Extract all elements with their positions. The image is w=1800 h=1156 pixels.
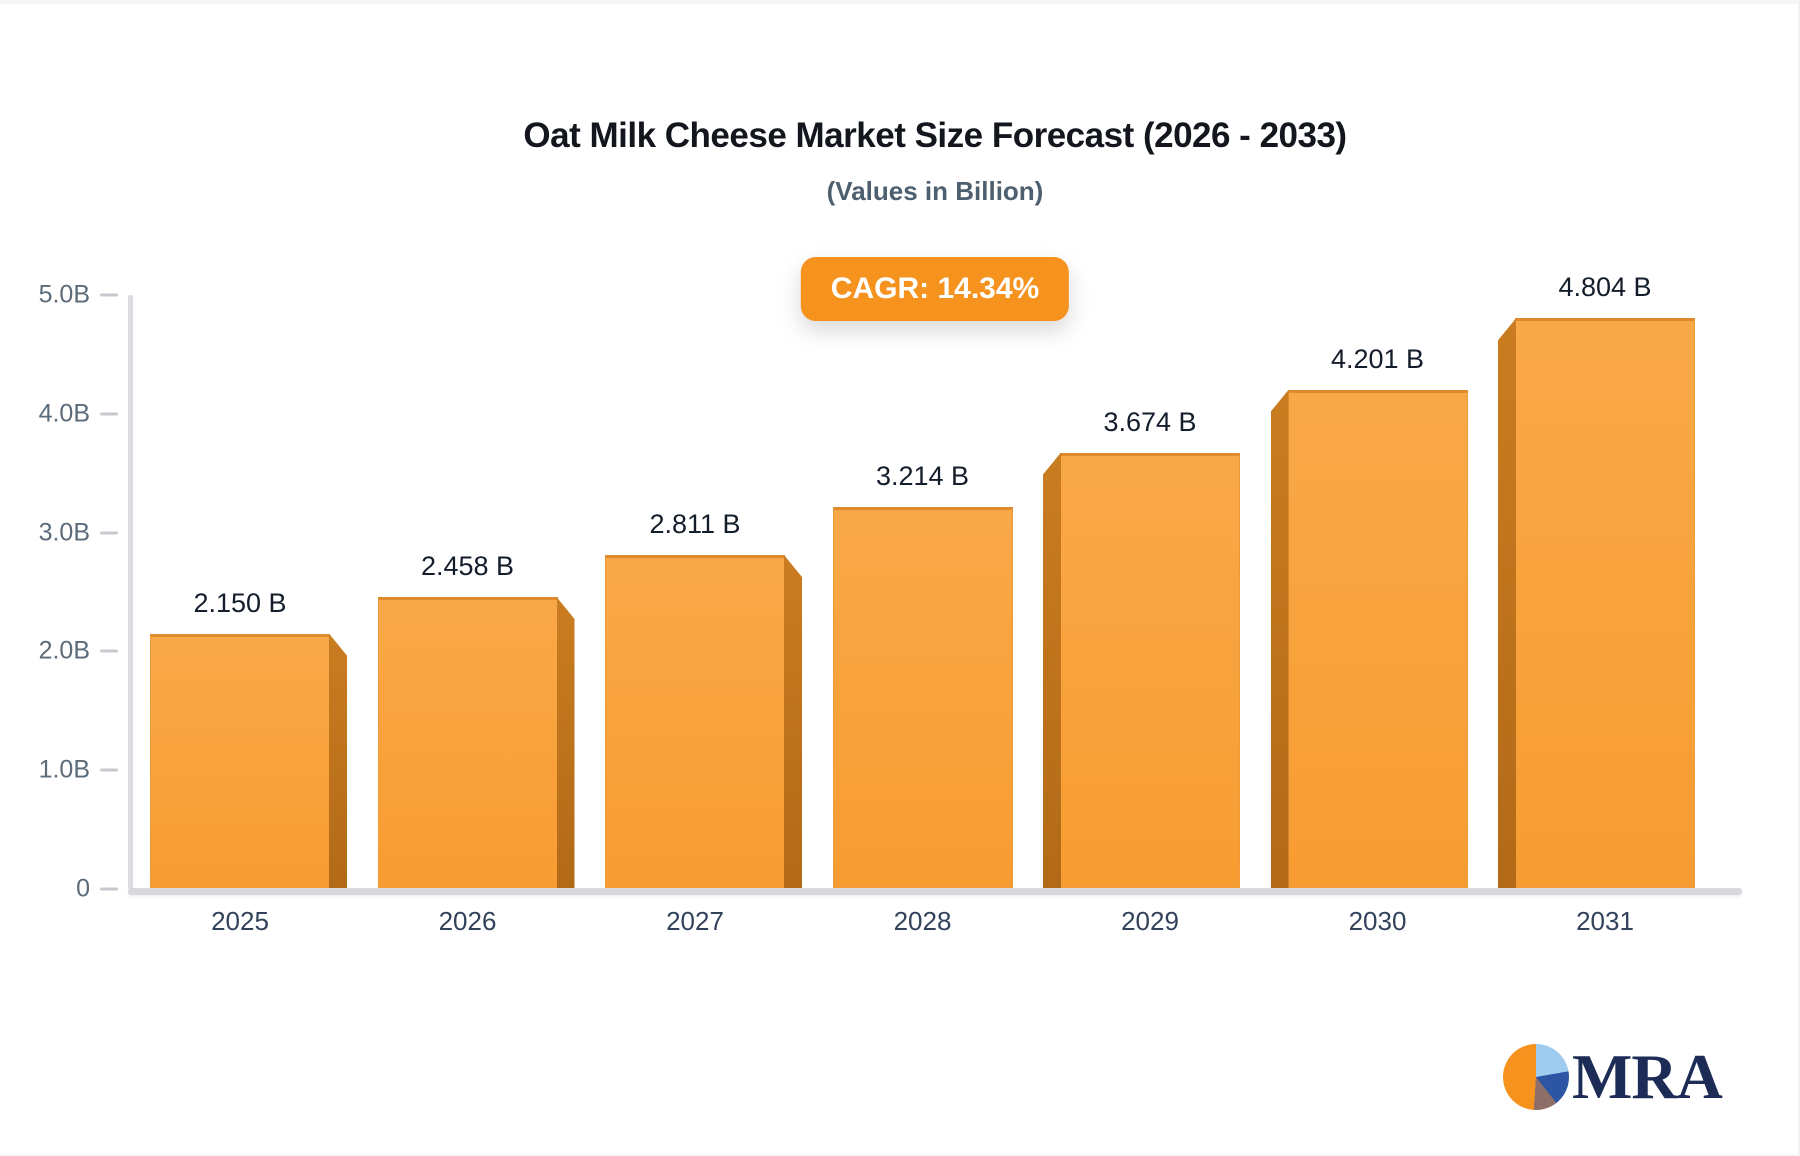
y-tick-label: 3.0B: [38, 518, 90, 547]
bar-2027: [605, 555, 802, 888]
bar-face: [377, 596, 558, 888]
mra-logo: MRA: [1503, 1041, 1723, 1112]
bar-2031: [1498, 318, 1695, 888]
chart-subtitle: (Values in Billion): [826, 176, 1044, 206]
y-tick-dash: [100, 531, 118, 535]
bar-value-label: 2.811 B: [649, 509, 741, 540]
chart-title: Oat Milk Cheese Market Size Forecast (20…: [523, 116, 1347, 155]
bar-side-3d: [329, 633, 347, 888]
bar-value-label: 3.674 B: [1103, 406, 1197, 437]
y-tick-label: 2.0B: [38, 636, 90, 665]
y-tick-label: 4.0B: [38, 399, 90, 428]
x-axis-line: [128, 888, 1742, 895]
x-tick-label: 2027: [666, 906, 724, 936]
bar-value-label: 2.458 B: [420, 550, 515, 581]
bar-2026: [377, 596, 575, 888]
logo-text: MRA: [1572, 1041, 1723, 1112]
bar-face: [1287, 389, 1468, 888]
y-tick-dash: [100, 768, 118, 772]
x-tick-label: 2028: [893, 906, 952, 936]
y-tick-dash: [100, 887, 118, 891]
y-tick-dash: [100, 412, 118, 416]
bar-chart: 5.0B 4.0B 3.0B 2.0B 1.0B 0 2.150 B 2025 2.458 B 2…: [0, 4, 1798, 1154]
bar-side-3d: [784, 555, 802, 888]
y-tick-label: 5.0B: [38, 280, 90, 309]
bar-2030: [1270, 389, 1468, 888]
x-tick-label: 2029: [1121, 906, 1179, 936]
bar-2028: [832, 507, 1013, 888]
y-tick-dash: [100, 293, 118, 297]
y-tick-label: 1.0B: [38, 755, 90, 784]
bar-value-label: 2.150 B: [193, 587, 287, 618]
cagr-badge: CAGR: 14.34%: [800, 257, 1070, 321]
bar-face: [605, 555, 785, 888]
bar-face: [150, 633, 330, 888]
y-tick-dash: [100, 649, 118, 653]
x-tick-label: 2025: [211, 906, 269, 936]
y-axis-line: [128, 295, 133, 889]
bar-side-3d: [556, 596, 575, 888]
x-tick-label: 2026: [438, 906, 497, 936]
x-tick-label: 2030: [1348, 906, 1407, 936]
pie-chart-logo-icon: [1503, 1044, 1569, 1110]
bar-face: [1060, 452, 1240, 888]
bar-value-label: 4.201 B: [1330, 343, 1425, 374]
bar-side-3d: [1043, 452, 1061, 888]
bar-value-label: 3.214 B: [875, 461, 970, 492]
x-tick-label: 2031: [1576, 906, 1634, 936]
bar-2025: [150, 633, 347, 888]
bar-2029: [1043, 452, 1240, 888]
bar-side-3d: [1270, 389, 1289, 888]
bar-face: [832, 507, 1013, 888]
bar-side-3d: [1498, 318, 1516, 888]
y-tick-label: 0: [76, 874, 90, 903]
bar-value-label: 4.804 B: [1558, 272, 1652, 303]
bar-face: [1515, 318, 1695, 888]
